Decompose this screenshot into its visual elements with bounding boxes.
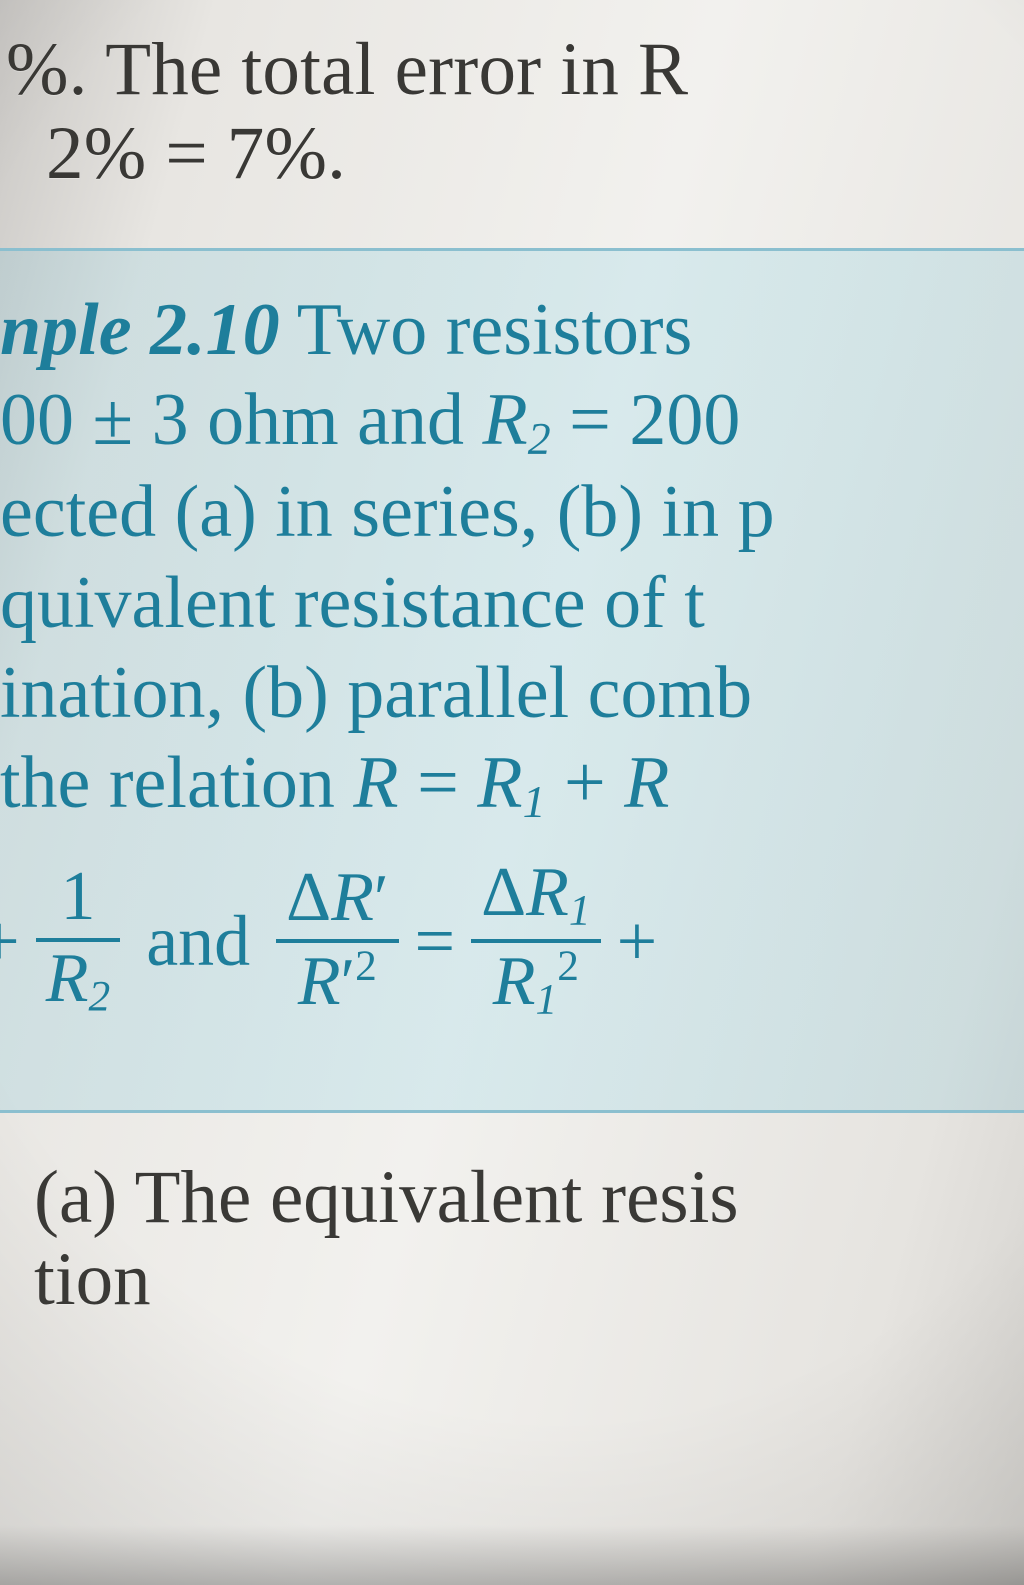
box-line2-R: R <box>483 379 528 461</box>
box-line-6: the relation R = R1 + R <box>0 738 1024 830</box>
eq-f3-num-R: R <box>526 854 569 931</box>
box-line1-rest: Two resistors <box>297 289 693 371</box>
eq-f3-num: ΔR1 <box>471 856 600 939</box>
top-line-1: %. The total error in R <box>0 28 1024 112</box>
box-line2-pre: 00 ± 3 ohm and <box>0 379 483 461</box>
box-line6-R: R <box>353 742 398 824</box>
top-line2-eq: = <box>165 112 226 195</box>
eq-frac-2: ΔR′ R′2 <box>276 861 398 1023</box>
bottom-paragraph: (a) The equivalent resis tion <box>0 1113 1024 1322</box>
box-line2-post: = 200 <box>551 379 741 461</box>
box-line6-pre: the relation <box>0 742 353 824</box>
eq-lead-plus: + <box>0 897 20 987</box>
box-line1-lead: nple <box>0 289 132 371</box>
eq-f2-den-prime: ′ <box>341 946 356 1019</box>
eq-f3-den-R: R <box>493 943 536 1020</box>
eq-f2-den-sq: 2 <box>355 942 377 990</box>
top-line1-pre: %. The total error in <box>6 28 638 111</box>
eq-and: and <box>146 898 250 986</box>
eq-f2-num-delta: Δ <box>286 859 331 936</box>
bottom-line-2: tion <box>34 1239 1024 1322</box>
page-shadow-bottom <box>0 1525 1024 1585</box>
box-line6-R1: R <box>477 742 522 824</box>
box-line-5: ination, (b) parallel comb <box>0 648 1024 738</box>
box-equation-line: + 1 R2 and ΔR′ R′2 = ΔR1 R12 + <box>0 856 1024 1028</box>
eq-frac-3: ΔR1 R12 <box>471 856 600 1028</box>
eq-f1-den: R2 <box>36 942 120 1025</box>
bottom-line-1: (a) The equivalent resis <box>34 1157 1024 1240</box>
top-line2-lhs: 2% <box>46 112 146 195</box>
eq-f3-den-sub: 1 <box>536 975 558 1023</box>
box-line6-R2: R <box>624 742 669 824</box>
example-box: nple 2.10 Two resistors 00 ± 3 ohm and R… <box>0 248 1024 1113</box>
eq-f3-den: R12 <box>483 943 589 1028</box>
eq-f1-den-R: R <box>46 940 89 1017</box>
eq-f3-den-sq: 2 <box>557 942 579 990</box>
eq-frac-1: 1 R2 <box>36 860 120 1025</box>
eq-f1-den-sub: 2 <box>89 972 111 1020</box>
box-line-2: 00 ± 3 ohm and R2 = 200 <box>0 375 1024 467</box>
eq-equals: = <box>415 898 456 986</box>
eq-f1-num: 1 <box>50 860 105 938</box>
top-line1-R: R <box>638 28 688 111</box>
eq-f3-num-delta: Δ <box>481 854 526 931</box>
eq-trail-plus: + <box>617 898 658 986</box>
top-line2-rhs: 7%. <box>227 112 346 195</box>
eq-f2-den: R′2 <box>288 943 387 1023</box>
box-line2-sub: 2 <box>528 413 551 464</box>
box-line-1: nple 2.10 Two resistors <box>0 285 1024 375</box>
box-line6-R1sub: 1 <box>523 776 546 827</box>
eq-f2-num: ΔR′ <box>276 861 398 939</box>
eq-f3-num-sub: 1 <box>569 887 591 935</box>
box-line-3: ected (a) in series, (b) in p <box>0 467 1024 557</box>
box-line1-num: 2.10 <box>150 289 280 371</box>
box-line-4: quivalent resistance of t <box>0 558 1024 648</box>
eq-f2-den-R: R <box>298 943 341 1020</box>
box-line6-plus: + <box>546 742 625 824</box>
eq-f2-num-R: R <box>331 859 374 936</box>
top-line-2: 2% = 7%. <box>0 112 1024 196</box>
top-paragraph: %. The total error in R 2% = 7%. <box>0 0 1024 232</box>
eq-f2-num-prime: ′ <box>374 862 389 935</box>
box-line6-eq: = <box>399 742 478 824</box>
